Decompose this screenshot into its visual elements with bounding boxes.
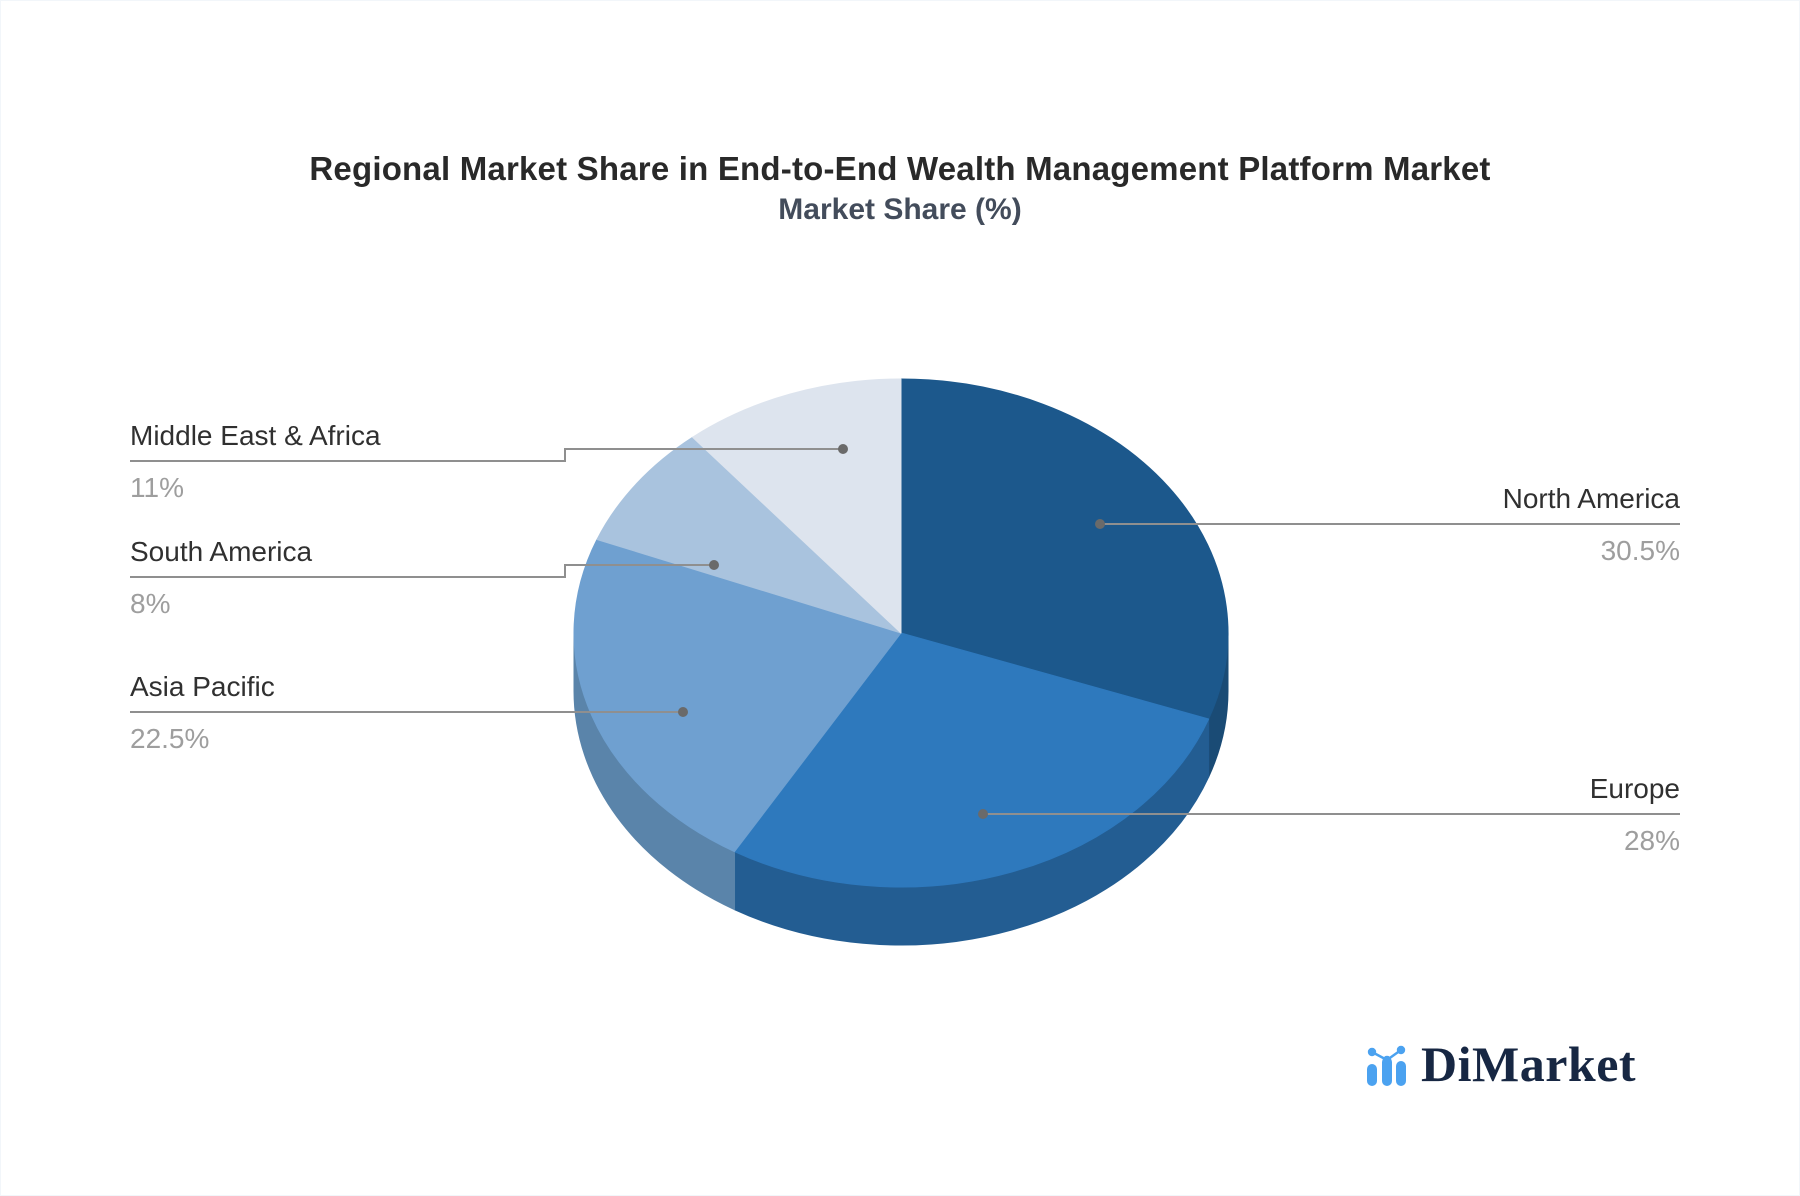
pie-slice-middle-east-africa[interactable]: [692, 378, 902, 634]
leader-dot-south-america: [709, 560, 719, 570]
slice-value-middle-east-africa: 11%: [130, 472, 184, 503]
slice-label-south-america: South America: [130, 536, 313, 567]
leader-line-south-america: [130, 564, 714, 578]
slice-label-asia-pacific: Asia Pacific: [130, 671, 275, 702]
slice-value-asia-pacific: 22.5%: [130, 723, 210, 754]
pie-slice-asia-pacific[interactable]: [573, 539, 902, 853]
leader-dot-europe: [978, 809, 988, 819]
slice-value-north-america: 30.5%: [1600, 535, 1680, 566]
dimarket-logo-text: DiMarket: [1421, 1036, 1637, 1092]
chart-title: Regional Market Share in End-to-End Weal…: [309, 150, 1491, 187]
dimarket-logo-icon: [1367, 1045, 1406, 1086]
leader-line-middle-east-africa: [130, 448, 843, 462]
slice-label-europe: Europe: [1589, 773, 1680, 804]
slice-value-south-america: 8%: [130, 588, 171, 619]
pie-slice-north-america[interactable]: [900, 378, 1229, 720]
pie-slice-south-america[interactable]: [596, 436, 902, 634]
leader-dot-north-america: [1095, 519, 1105, 529]
leader-dot-asia-pacific: [678, 707, 688, 717]
dimarket-logo: DiMarket: [1362, 1036, 1637, 1092]
slice-label-middle-east-africa: Middle East & Africa: [130, 420, 381, 451]
slice-label-north-america: North America: [1502, 483, 1680, 514]
leader-dot-middle-east-africa: [838, 444, 848, 454]
chart-subtitle: Market Share (%): [778, 193, 1022, 226]
slice-value-europe: 28%: [1623, 825, 1680, 856]
